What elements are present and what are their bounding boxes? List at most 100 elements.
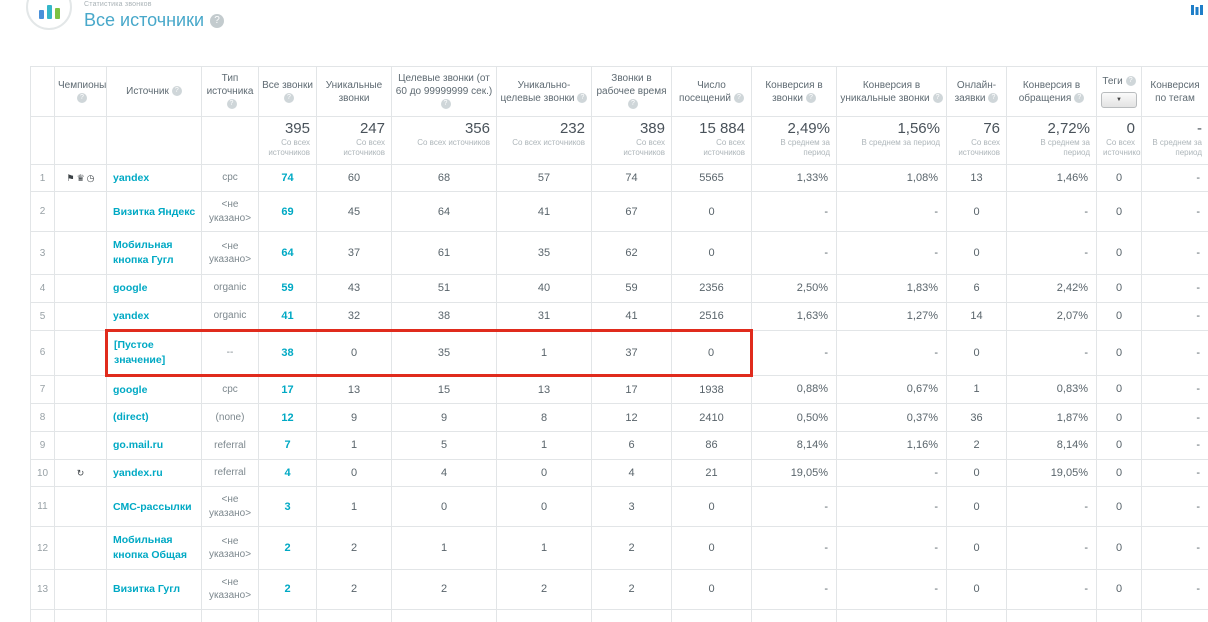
- cell-unique: 2: [317, 569, 392, 609]
- calls-count-link[interactable]: 59: [281, 282, 293, 294]
- cell-conv_tags: -: [1142, 404, 1208, 432]
- source-link[interactable]: google: [113, 383, 147, 398]
- col-header-label: Теги?: [1100, 75, 1138, 88]
- source-link[interactable]: Визитка Гугл: [113, 582, 180, 597]
- col-header-visits[interactable]: Число посещений?: [672, 67, 752, 117]
- clock-icon[interactable]: ◷: [87, 173, 95, 183]
- column-help-icon[interactable]: ?: [284, 93, 294, 103]
- calls-count-link[interactable]: 38: [281, 347, 293, 359]
- source-link[interactable]: yandex: [113, 171, 149, 186]
- cell-type: organic: [202, 302, 259, 331]
- cell-unique_target: 0: [497, 459, 592, 487]
- title-help-icon[interactable]: ?: [210, 14, 224, 28]
- total-num: [31, 117, 55, 165]
- cell-unique_target: 35: [497, 232, 592, 274]
- col-header-num: [31, 67, 55, 117]
- cell-type: (none): [202, 404, 259, 432]
- cell-champions: [55, 487, 107, 527]
- source-link[interactable]: Мобильная кнопка Гугл: [113, 238, 197, 267]
- cell-conv_appeals: 2,07%: [1007, 302, 1097, 331]
- cell-work_time: 3: [592, 487, 672, 527]
- source-link[interactable]: СМС-рассылки: [113, 500, 192, 515]
- cell-work_time: 2: [592, 527, 672, 569]
- column-help-icon[interactable]: ?: [734, 93, 744, 103]
- col-header-work_time[interactable]: Звонки в рабочее время?: [592, 67, 672, 117]
- col-header-conv_tags[interactable]: Конверсия по тегам: [1142, 67, 1208, 117]
- calls-count-link[interactable]: 64: [281, 247, 293, 259]
- calls-count-link[interactable]: 41: [281, 310, 293, 322]
- cell-visits: 2356: [672, 274, 752, 302]
- col-header-conv_unique[interactable]: Конверсия в уникальные звонки?: [837, 67, 947, 117]
- cell-champions: [55, 527, 107, 569]
- col-header-calls[interactable]: Все звонки?: [259, 67, 317, 117]
- cell-calls: 59: [259, 274, 317, 302]
- col-header-target[interactable]: Целевые звонки (от 60 до 99999999 сек.)?: [392, 67, 497, 117]
- cell-tags: 0: [1097, 375, 1142, 404]
- col-header-champions[interactable]: Чемпионы?: [55, 67, 107, 117]
- column-help-icon[interactable]: ?: [77, 93, 87, 103]
- column-help-icon[interactable]: ?: [1074, 93, 1084, 103]
- source-link[interactable]: google: [113, 281, 147, 296]
- calls-count-link[interactable]: 2: [284, 583, 290, 595]
- cell-target: 4: [392, 459, 497, 487]
- cell-conv_tags: -: [1142, 569, 1208, 609]
- tags-filter-dropdown[interactable]: ▼: [1101, 92, 1137, 108]
- total-value: 15 884: [678, 120, 745, 137]
- cell-conv_calls: -: [752, 527, 837, 569]
- calls-count-link[interactable]: 69: [281, 206, 293, 218]
- column-help-icon[interactable]: ?: [988, 93, 998, 103]
- cell-champions: [55, 192, 107, 232]
- cell-champions: [55, 274, 107, 302]
- col-header-conv_appeals[interactable]: Конверсия в обращения?: [1007, 67, 1097, 117]
- column-help-icon[interactable]: ?: [933, 93, 943, 103]
- table-settings-icon[interactable]: [1190, 3, 1204, 17]
- cell-tags: 0: [1097, 459, 1142, 487]
- column-help-icon[interactable]: ?: [806, 93, 816, 103]
- source-link[interactable]: [Пустое значение]: [114, 338, 197, 367]
- col-header-unique[interactable]: Уникальные звонки: [317, 67, 392, 117]
- source-link[interactable]: go.mail.ru: [113, 438, 163, 453]
- column-help-icon[interactable]: ?: [227, 99, 237, 109]
- source-link[interactable]: (direct): [113, 410, 149, 425]
- calls-count-link[interactable]: 74: [281, 172, 293, 184]
- col-header-label: Чемпионы?: [58, 79, 103, 105]
- calls-count-link[interactable]: 12: [281, 412, 293, 424]
- calls-count-link[interactable]: 3: [284, 501, 290, 513]
- cell-calls: 69: [259, 192, 317, 232]
- cell-conv_calls: 8,14%: [752, 431, 837, 459]
- calls-count-link[interactable]: 17: [281, 384, 293, 396]
- source-link[interactable]: Визитка Яндекс: [113, 205, 195, 220]
- cell-target: 68: [392, 164, 497, 192]
- col-header-source[interactable]: Источник?: [107, 67, 202, 117]
- column-help-icon[interactable]: ?: [172, 86, 182, 96]
- total-source: [107, 117, 202, 165]
- col-header-type[interactable]: Тип источника?: [202, 67, 259, 117]
- cell-source: (direct): [107, 404, 202, 432]
- col-header-online[interactable]: Онлайн-заявки?: [947, 67, 1007, 117]
- column-help-icon[interactable]: ?: [1126, 76, 1136, 86]
- calls-count-link[interactable]: 2: [284, 542, 290, 554]
- column-help-icon[interactable]: ?: [441, 99, 451, 109]
- source-link[interactable]: yandex.ru: [113, 466, 163, 481]
- cell-visits: 0: [672, 232, 752, 274]
- cell-conv_appeals: 1,46%: [1007, 164, 1097, 192]
- calls-count-link[interactable]: 4: [284, 467, 290, 479]
- cell-unique: 1: [317, 431, 392, 459]
- crown-icon[interactable]: ♛: [77, 173, 85, 183]
- col-header-unique_target[interactable]: Уникально-целевые звонки?: [497, 67, 592, 117]
- refresh-icon[interactable]: ↻: [77, 468, 85, 478]
- cell-unique: 0: [317, 459, 392, 487]
- source-link[interactable]: Мобильная кнопка Общая: [113, 533, 197, 562]
- flag-icon[interactable]: ⚑: [66, 173, 74, 183]
- total-caption: Со всех источников: [678, 138, 745, 159]
- source-link[interactable]: yandex: [113, 309, 149, 324]
- calls-count-link[interactable]: 7: [284, 439, 290, 451]
- col-header-conv_calls[interactable]: Конверсия в звонки?: [752, 67, 837, 117]
- column-help-icon[interactable]: ?: [628, 99, 638, 109]
- cell-conv_appeals: -: [1007, 487, 1097, 527]
- column-help-icon[interactable]: ?: [577, 93, 587, 103]
- total-caption: В среднем за период: [758, 138, 830, 159]
- col-header-tags[interactable]: Теги? ▼: [1097, 67, 1142, 117]
